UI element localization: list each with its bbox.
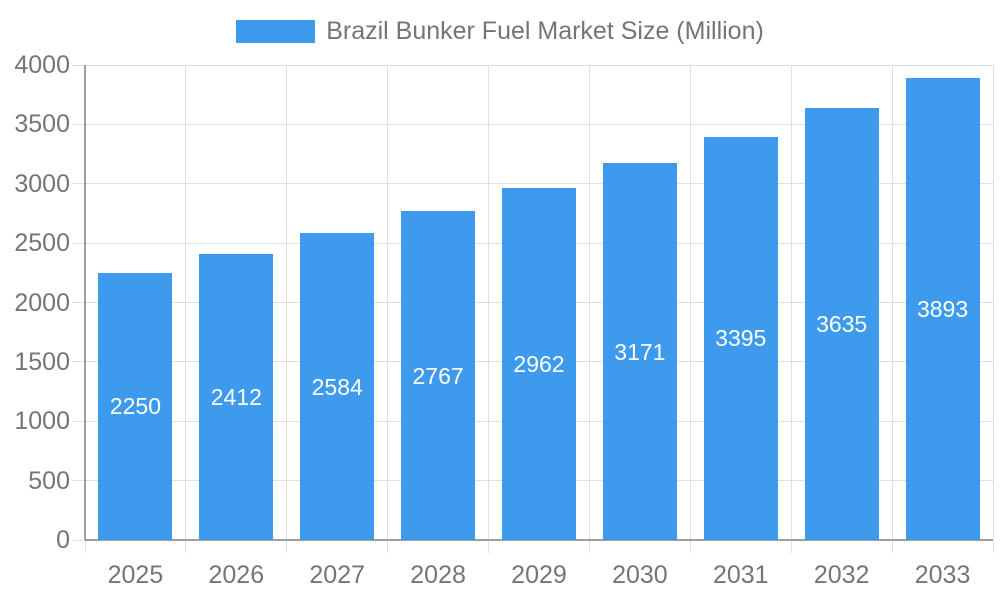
v-gridline <box>588 65 590 553</box>
bar-value-label: 3171 <box>614 338 666 365</box>
bar-2025[interactable] <box>98 272 173 540</box>
h-gridline <box>72 64 993 66</box>
y-axis-tick-label: 2500 <box>14 229 70 258</box>
v-gridline <box>488 65 490 553</box>
y-axis-tick-label: 3500 <box>14 110 70 139</box>
bar-value-label: 2412 <box>210 383 262 410</box>
y-axis-tick-label: 1500 <box>14 347 70 376</box>
bar-value-label: 2584 <box>311 373 363 400</box>
v-gridline <box>387 65 389 553</box>
bar-2028[interactable] <box>401 211 476 540</box>
bar-value-label: 2767 <box>412 362 464 389</box>
h-gridline <box>72 123 993 125</box>
x-axis-tick-label: 2028 <box>410 561 466 589</box>
bar-2029[interactable] <box>502 188 576 540</box>
bar-2027[interactable] <box>300 233 375 540</box>
bar-2026[interactable] <box>199 253 274 540</box>
x-axis-line <box>85 539 993 541</box>
bar-value-label: 3635 <box>816 311 868 338</box>
v-gridline <box>790 65 792 553</box>
x-axis-tick-label: 2031 <box>712 561 769 589</box>
bar-value-label: 2250 <box>109 393 162 420</box>
y-axis-tick-label: 1000 <box>14 407 70 436</box>
bar-value-label: 3395 <box>715 325 767 352</box>
v-gridline <box>891 65 893 553</box>
h-gridline <box>72 183 993 185</box>
v-gridline <box>185 65 187 553</box>
v-gridline <box>992 65 994 553</box>
x-axis-tick-label: 2026 <box>208 561 265 589</box>
y-axis-tick-label: 0 <box>56 526 70 554</box>
x-axis-tick-label: 2032 <box>813 561 870 589</box>
v-gridline <box>286 65 288 553</box>
x-axis-tick-label: 2030 <box>612 561 668 589</box>
chart-legend[interactable]: Brazil Bunker Fuel Market Size (Million) <box>0 17 1000 46</box>
bar-2032[interactable] <box>804 108 879 540</box>
y-axis-tick-label: 4000 <box>14 51 70 79</box>
bar-2030[interactable] <box>602 163 677 540</box>
y-axis-tick-label: 2000 <box>14 288 70 317</box>
v-gridline <box>689 65 691 553</box>
x-axis-tick-label: 2025 <box>107 561 164 589</box>
y-axis-tick-label: 500 <box>28 466 70 495</box>
plot-area: 2250 2412 2584 2767 2962 3171 3395 3635 3893 <box>72 64 994 553</box>
legend-swatch <box>236 20 316 43</box>
x-axis-tick-label: 2029 <box>511 561 567 589</box>
y-axis-line <box>84 65 86 540</box>
x-axis-tick-label: 2033 <box>914 561 971 589</box>
legend-label: Brazil Bunker Fuel Market Size (Million) <box>326 17 764 45</box>
bar-2031[interactable] <box>703 136 778 540</box>
y-axis-tick-label: 3000 <box>14 169 70 198</box>
bar-value-label: 2962 <box>513 351 565 378</box>
x-axis-tick-label: 2027 <box>309 561 366 589</box>
bar-value-label: 3893 <box>916 295 969 322</box>
bar-2033[interactable] <box>905 77 980 540</box>
